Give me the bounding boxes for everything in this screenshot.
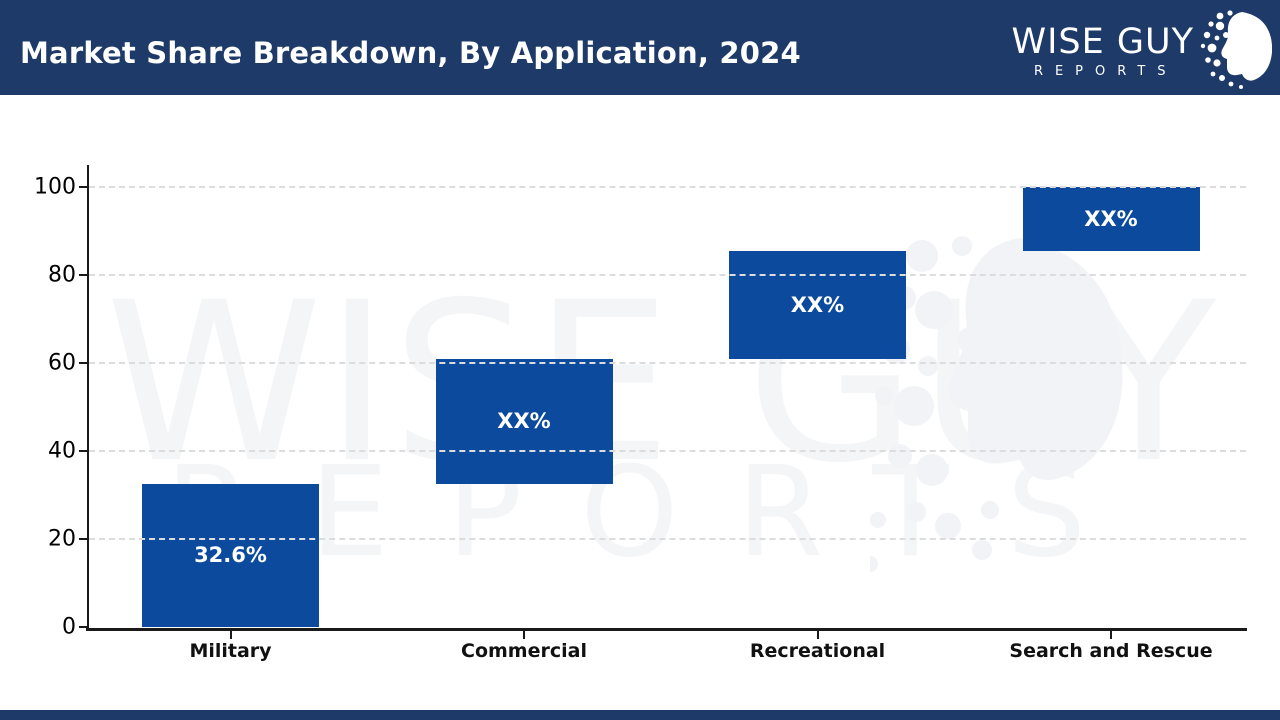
y-tick-label-80: 80 (48, 262, 76, 288)
y-tick-0 (79, 626, 87, 628)
y-tick-label-100: 100 (34, 174, 76, 200)
bar-recreational (729, 250, 906, 359)
y-tick-100 (79, 186, 87, 188)
x-tick-1 (523, 631, 525, 639)
gridline-80 (89, 274, 1246, 276)
bar-value-label: XX% (790, 292, 845, 317)
bar-value-label: XX% (497, 409, 551, 434)
gridline-100 (89, 186, 1246, 188)
logo-subtitle: REPORTS (1033, 64, 1178, 79)
x-axis-label-commercial: Commercial (461, 640, 587, 662)
y-tick-label-40: 40 (48, 438, 76, 464)
footer-bar (0, 710, 1280, 720)
bar-commercial (435, 358, 613, 484)
x-tick-3 (1110, 631, 1112, 639)
y-tick-label-0: 0 (62, 614, 76, 640)
logo: WISE GUY REPORTS (1011, 6, 1272, 92)
header-bar: Market Share Breakdown, By Application, … (0, 0, 1280, 95)
logo-wordmark: WISE GUY (1011, 22, 1194, 62)
y-tick-40 (79, 450, 87, 452)
y-tick-20 (79, 538, 87, 540)
bar-value-label: 32.6% (194, 543, 267, 568)
x-axis-label-recreational: Recreational (749, 640, 886, 662)
y-axis-line (87, 165, 89, 630)
logo-text: WISE GUY REPORTS (1011, 22, 1194, 79)
x-axis-line (86, 628, 1247, 631)
bar-value-label: XX% (1084, 206, 1138, 231)
gridline-40 (89, 450, 1246, 452)
x-axis-label-search-and-rescue: Search and Rescue (1009, 640, 1213, 662)
x-axis-label-military: Military (189, 640, 272, 662)
bar-military (142, 483, 319, 627)
gridline-20 (89, 538, 1246, 540)
logo-head-icon (1200, 10, 1272, 89)
y-tick-label-60: 60 (48, 350, 76, 376)
x-tick-0 (229, 631, 232, 639)
chart-title: Market Share Breakdown, By Application, … (20, 36, 801, 70)
y-tick-60 (79, 362, 87, 364)
gridline-60 (89, 362, 1246, 364)
x-tick-2 (816, 631, 819, 639)
y-tick-label-20: 20 (48, 526, 76, 552)
y-tick-80 (79, 274, 87, 276)
